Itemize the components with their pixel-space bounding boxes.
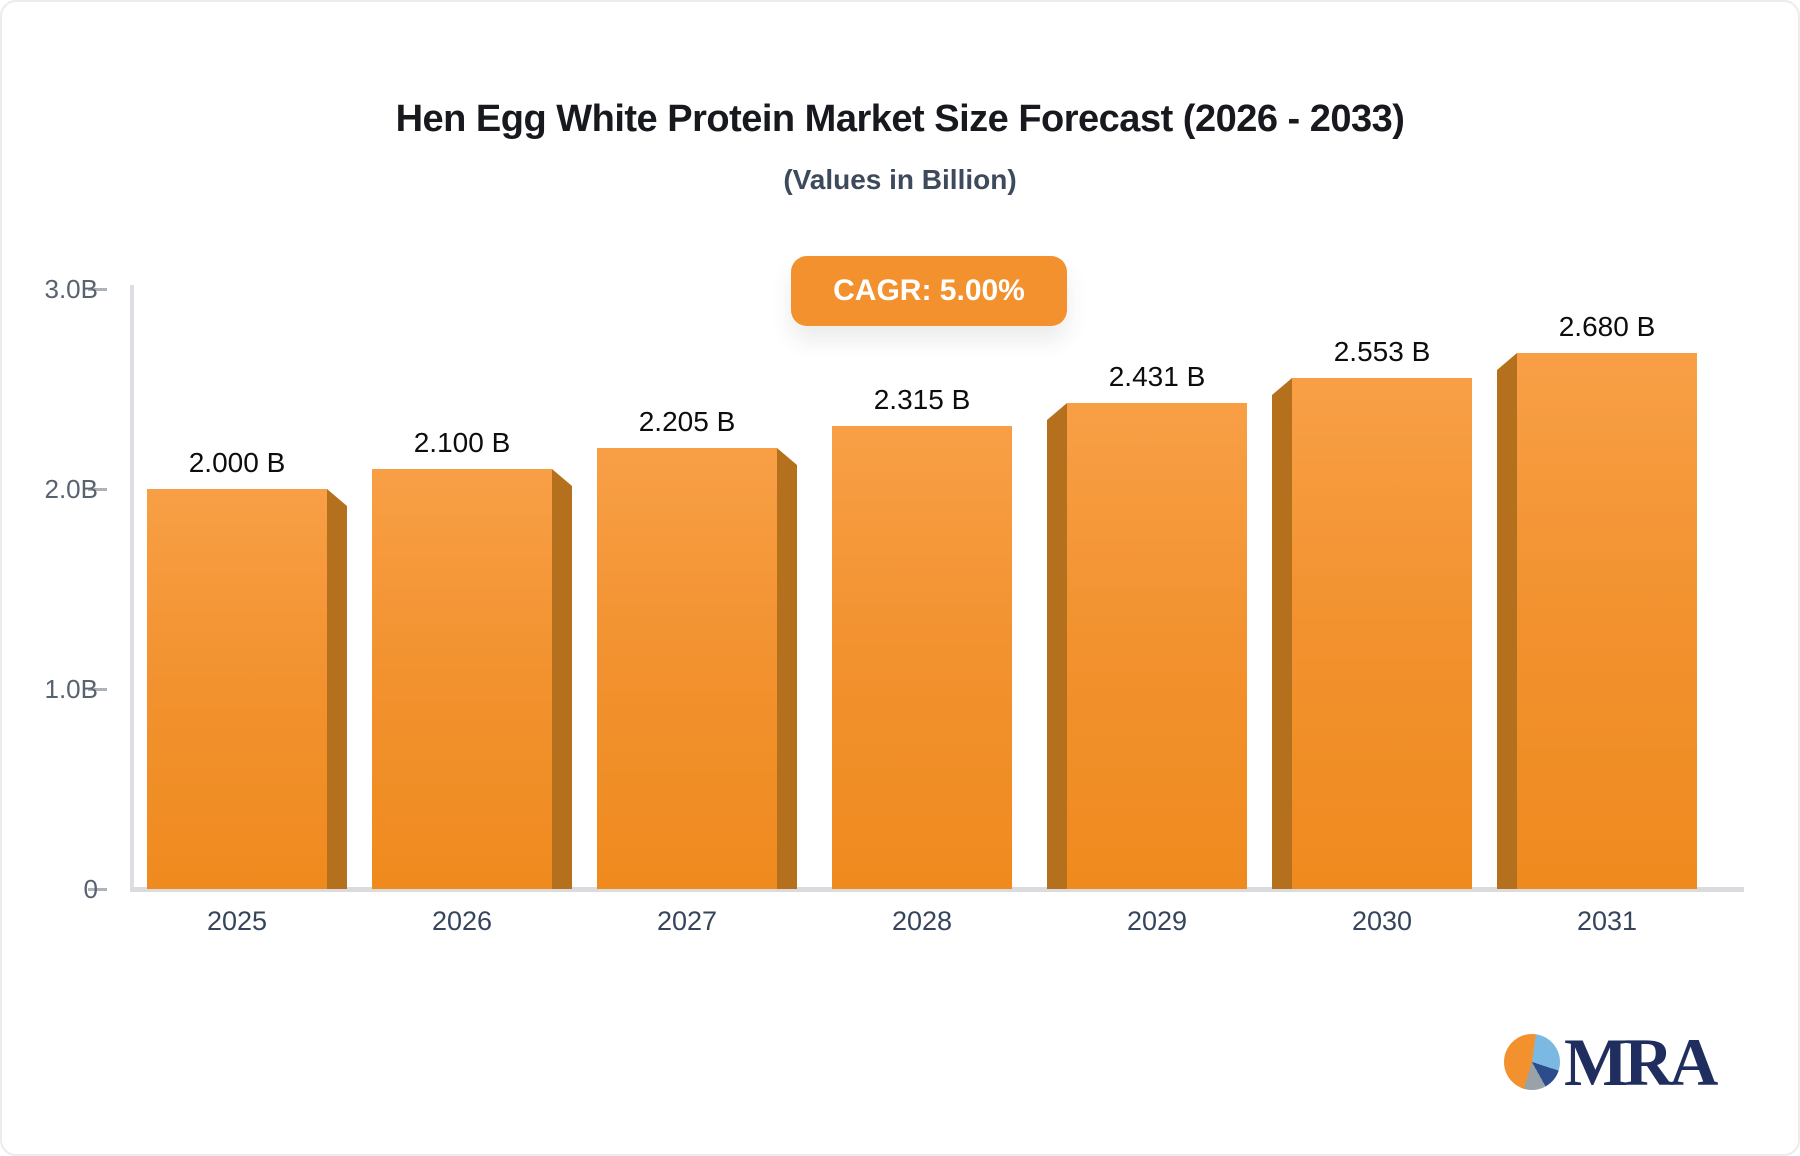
bar-value-label: 2.553 B	[1333, 336, 1431, 367]
bar-2025	[147, 489, 347, 889]
brand-logo: MRA	[1504, 1024, 1718, 1100]
y-axis-label: 3.0B	[44, 274, 99, 304]
x-axis-label: 2028	[891, 906, 953, 936]
y-axis-tick	[88, 688, 107, 691]
y-axis-label: 1.0B	[44, 674, 99, 704]
bar-side-3d	[327, 489, 347, 889]
pie-chart-icon	[1504, 1034, 1560, 1090]
bar-2030	[1272, 378, 1472, 889]
bar-2028	[822, 426, 1022, 889]
bar-2026	[372, 469, 572, 889]
bar-2029	[1047, 403, 1247, 889]
y-axis-tick	[88, 488, 107, 491]
bar-value-label: 2.315 B	[873, 384, 971, 415]
x-axis-line	[130, 887, 1744, 892]
bar-face	[832, 426, 1012, 889]
bar-side-3d	[1272, 378, 1292, 889]
x-axis-label: 2027	[656, 906, 718, 936]
bar-face	[147, 489, 327, 889]
y-axis-label: 0	[83, 874, 98, 904]
bar-value-label: 2.205 B	[638, 406, 736, 437]
y-axis-tick	[88, 288, 107, 291]
bar-value-label: 2.680 B	[1558, 311, 1656, 342]
bar-side-3d	[777, 448, 797, 889]
brand-logo-text: MRA	[1564, 1024, 1718, 1100]
y-axis-label: 2.0B	[44, 474, 99, 504]
x-axis-label: 2030	[1351, 906, 1413, 936]
bar-face	[372, 469, 552, 889]
x-axis-label: 2031	[1576, 906, 1638, 936]
bar-value-label: 2.431 B	[1108, 361, 1206, 392]
bar-2027	[597, 448, 797, 889]
bar-value-label: 2.000 B	[188, 447, 286, 478]
x-axis-label: 2029	[1126, 906, 1188, 936]
x-axis-label: 2025	[206, 906, 268, 936]
bar-2031	[1497, 353, 1697, 889]
bar-face	[1292, 378, 1472, 889]
bar-side-3d	[552, 469, 572, 889]
bar-value-label: 2.100 B	[413, 427, 511, 458]
chart-title: Hen Egg White Protein Market Size Foreca…	[395, 98, 1405, 140]
chart-subtitle: (Values in Billion)	[783, 164, 1017, 195]
x-axis-label: 2026	[431, 906, 493, 936]
cagr-badge: CAGR: 5.00%	[791, 256, 1067, 326]
bar-face	[1517, 353, 1697, 889]
y-axis-line	[130, 285, 134, 889]
bar-face	[1067, 403, 1247, 889]
y-axis-tick	[88, 888, 107, 891]
bar-side-3d	[1497, 353, 1517, 889]
bar-face	[597, 448, 777, 889]
bar-side-3d	[1047, 403, 1067, 889]
